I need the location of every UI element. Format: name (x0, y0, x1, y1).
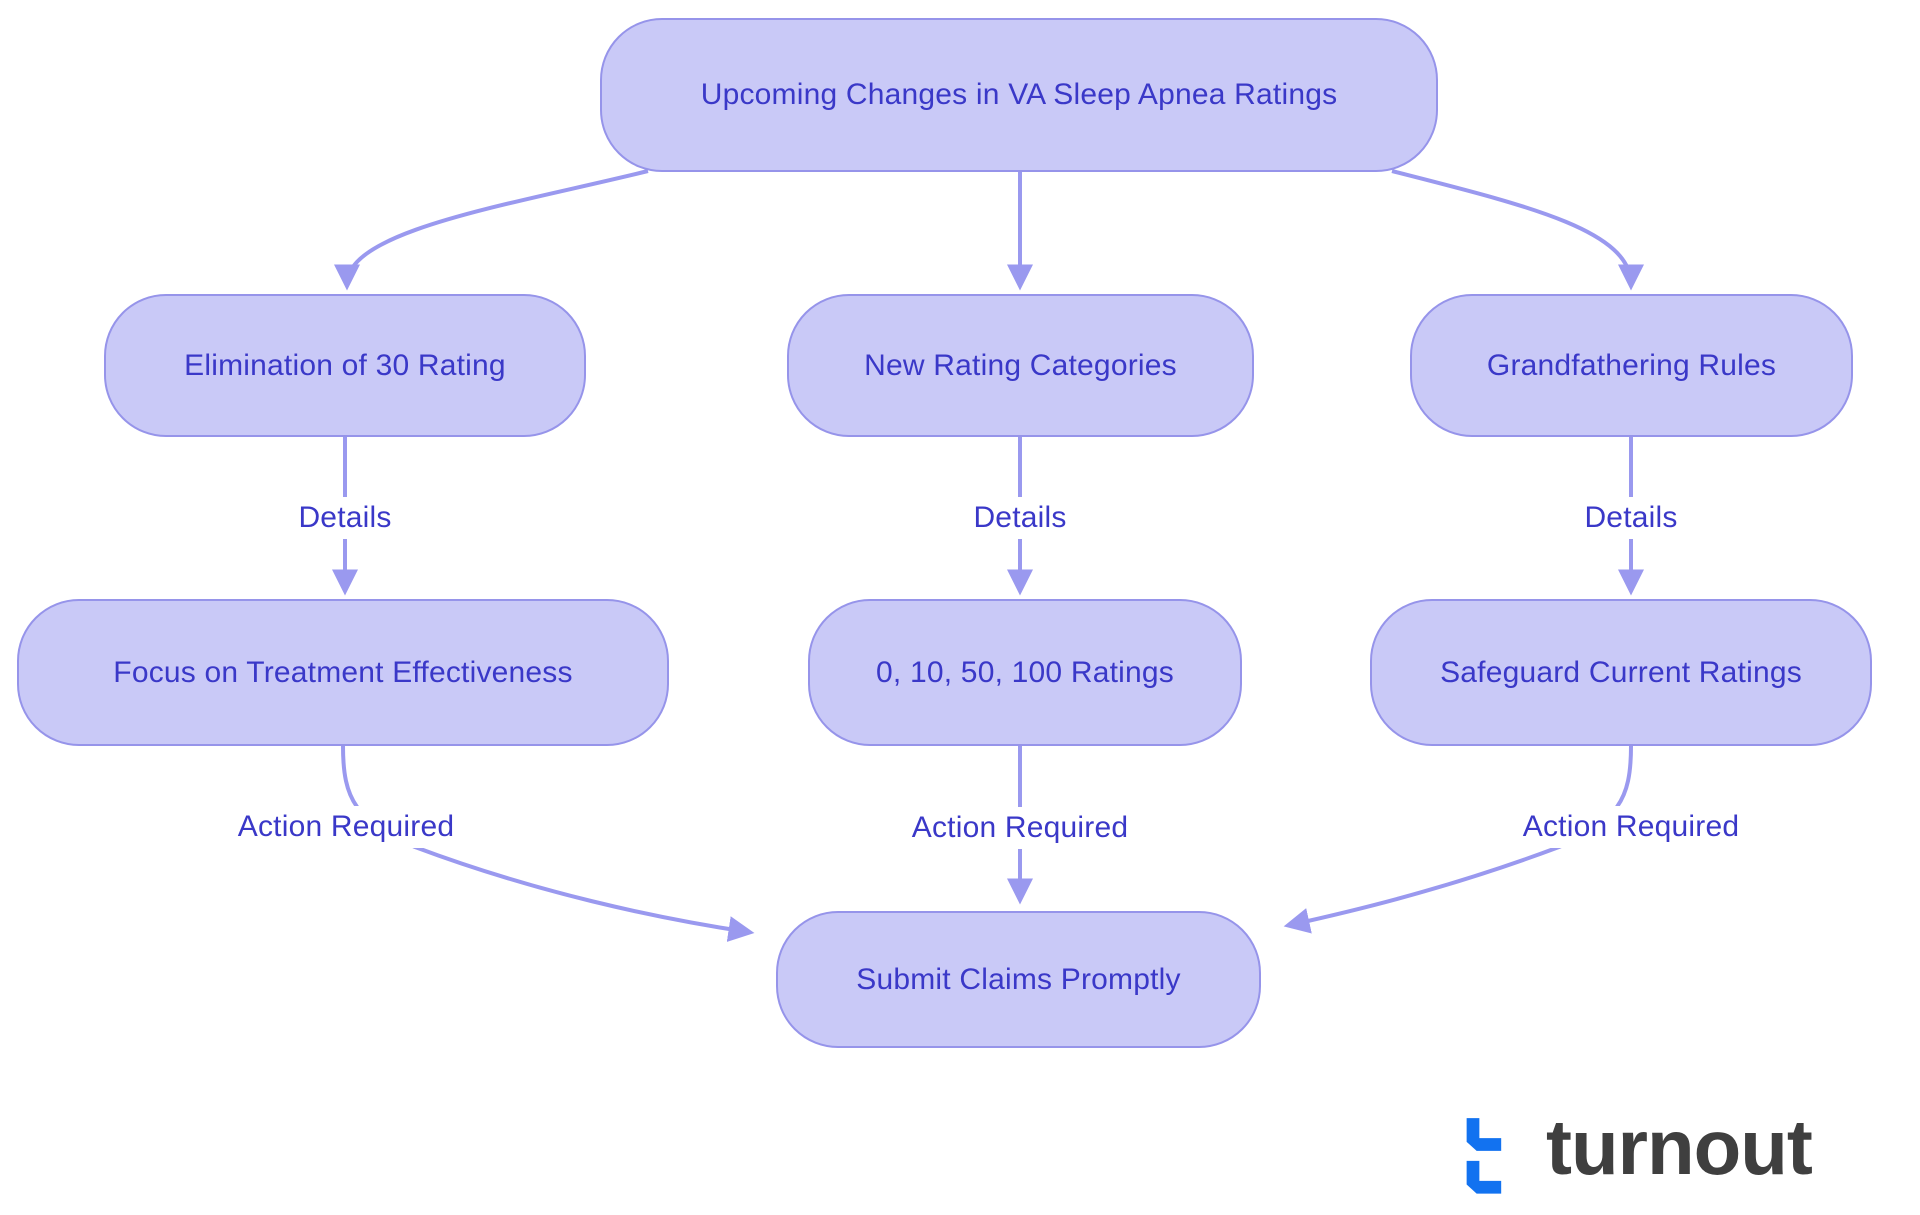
edge-label-details-middle: Details (963, 497, 1077, 539)
node-safeguard-current-ratings-label: Safeguard Current Ratings (1440, 655, 1802, 689)
node-elimination-30-rating: Elimination of 30 Rating (104, 294, 586, 437)
edge-label-action-required-middle: Action Required (901, 807, 1139, 849)
edge-label-details-left: Details (288, 497, 402, 539)
edge-label-action-required-right: Action Required (1512, 806, 1750, 848)
edge-focus-submit (341, 745, 755, 942)
edge-label-details-right: Details (1574, 497, 1688, 539)
turnout-logo-text: turnout (1546, 1103, 1813, 1191)
node-grandfathering-rules: Grandfathering Rules (1410, 294, 1853, 437)
edge-label-action-required-left: Action Required (227, 806, 465, 848)
node-0-10-50-100-ratings-label: 0, 10, 50, 100 Ratings (876, 655, 1174, 689)
node-submit-claims-promptly: Submit Claims Promptly (776, 911, 1261, 1048)
turnout-logo: turnout (1460, 1100, 1813, 1200)
edge-root-elim (334, 169, 649, 291)
node-grandfathering-rules-label: Grandfathering Rules (1486, 348, 1777, 382)
node-submit-claims-promptly-label: Submit Claims Promptly (856, 962, 1181, 996)
turnout-t-icon (1466, 1118, 1502, 1194)
node-safeguard-current-ratings: Safeguard Current Ratings (1370, 599, 1872, 746)
node-focus-treatment-effectiveness-label: Focus on Treatment Effectiveness (113, 655, 573, 689)
node-elimination-30-rating-label: Elimination of 30 Rating (184, 348, 506, 382)
node-focus-treatment-effectiveness: Focus on Treatment Effectiveness (17, 599, 669, 746)
node-new-rating-categories: New Rating Categories (787, 294, 1254, 437)
node-new-rating-categories-label: New Rating Categories (864, 348, 1177, 382)
node-0-10-50-100-ratings: 0, 10, 50, 100 Ratings (808, 599, 1242, 746)
edge-safeguard-submit (1283, 745, 1633, 934)
node-upcoming-changes: Upcoming Changes in VA Sleep Apnea Ratin… (600, 18, 1438, 172)
edge-root-grand (1391, 169, 1644, 291)
node-upcoming-changes-label: Upcoming Changes in VA Sleep Apnea Ratin… (700, 78, 1338, 111)
